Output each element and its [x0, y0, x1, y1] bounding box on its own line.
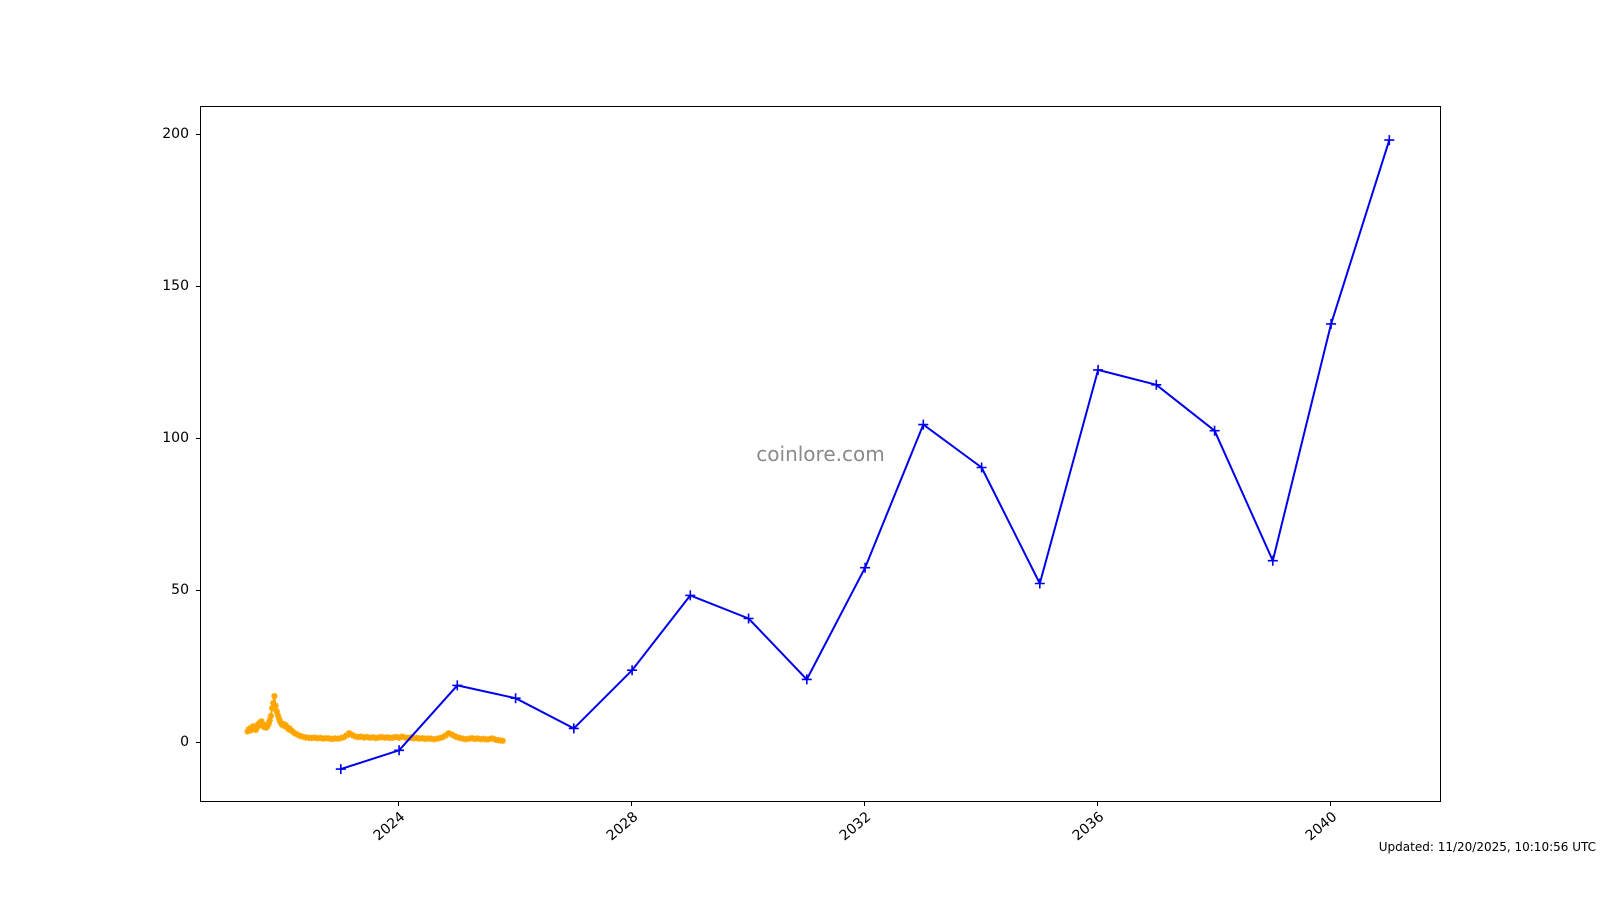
y-tick-label: 150	[162, 278, 189, 294]
plot-area: coinlore.com	[200, 106, 1441, 802]
y-tick-label: 100	[162, 430, 189, 446]
y-tick-mark	[196, 742, 200, 743]
y-tick-mark	[196, 134, 200, 135]
y-tick-label: 200	[162, 126, 189, 142]
x-tick-label: 2036	[1069, 809, 1108, 845]
y-tick-mark	[196, 438, 200, 439]
y-tick-label: 0	[180, 734, 189, 750]
chart-canvas	[244, 135, 1395, 775]
x-tick-label: 2040	[1302, 809, 1341, 845]
x-tick-label: 2028	[603, 809, 642, 845]
x-tick-mark	[864, 802, 865, 806]
x-tick-label: 2024	[370, 809, 409, 845]
watermark: coinlore.com	[756, 442, 885, 466]
x-tick-label: 2032	[836, 809, 875, 845]
historical-price-series	[244, 692, 506, 744]
x-tick-mark	[1330, 802, 1331, 806]
updated-timestamp: Updated: 11/20/2025, 10:10:56 UTC	[1378, 840, 1596, 854]
predicted-price-series	[335, 135, 1395, 775]
historical-price-markers	[244, 692, 506, 744]
predicted-price-markers	[335, 135, 1395, 775]
y-tick-label: 50	[171, 582, 189, 598]
x-tick-mark	[1097, 802, 1098, 806]
y-tick-mark	[196, 286, 200, 287]
x-tick-mark	[631, 802, 632, 806]
y-tick-mark	[196, 590, 200, 591]
x-tick-mark	[398, 802, 399, 806]
